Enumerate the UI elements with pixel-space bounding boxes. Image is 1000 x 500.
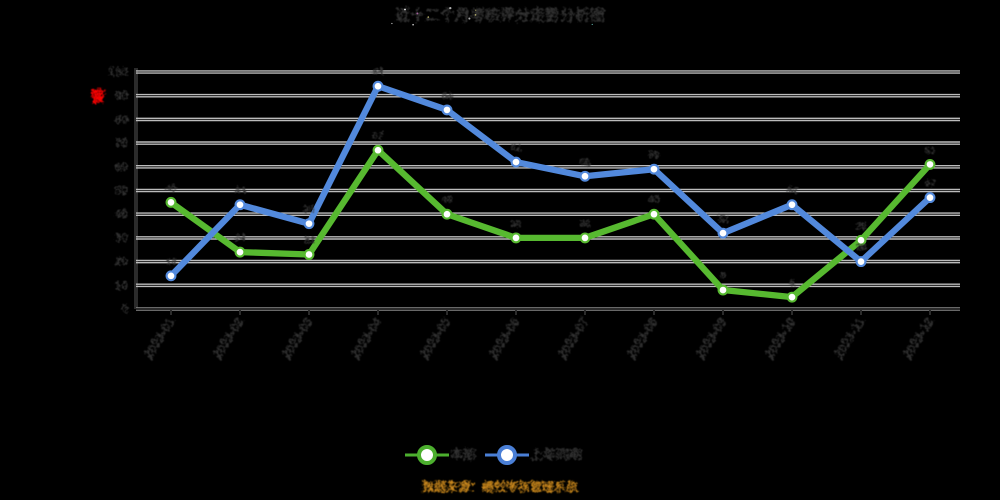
svg-text:50: 50 <box>115 184 129 198</box>
svg-text:44: 44 <box>234 186 246 197</box>
svg-text:29: 29 <box>855 221 867 232</box>
svg-text:44: 44 <box>786 186 798 197</box>
svg-text:56: 56 <box>579 157 591 168</box>
svg-text:30: 30 <box>579 219 591 230</box>
svg-text:本期: 本期 <box>450 447 476 462</box>
svg-text:24: 24 <box>234 233 246 244</box>
svg-text:90: 90 <box>115 89 129 103</box>
svg-text:67: 67 <box>372 131 384 142</box>
svg-text:36: 36 <box>303 205 315 216</box>
svg-text:8: 8 <box>720 271 726 282</box>
svg-text:70: 70 <box>115 136 129 150</box>
svg-text:40: 40 <box>648 195 660 206</box>
svg-text:20: 20 <box>115 255 129 269</box>
svg-text:100: 100 <box>108 65 128 79</box>
svg-text:62: 62 <box>510 143 522 154</box>
svg-text:84: 84 <box>441 91 453 102</box>
svg-text:30: 30 <box>510 219 522 230</box>
svg-text:警: 警 <box>89 88 105 106</box>
svg-text:10: 10 <box>115 278 129 292</box>
svg-text:80: 80 <box>115 112 129 126</box>
svg-text:5: 5 <box>789 278 795 289</box>
svg-text:40: 40 <box>441 195 453 206</box>
svg-text:40: 40 <box>115 207 129 221</box>
svg-text:94: 94 <box>372 67 384 78</box>
svg-text:45: 45 <box>165 183 177 194</box>
svg-text:近十二个月考核评分走势分析图: 近十二个月考核评分走势分析图 <box>395 6 605 24</box>
svg-text:0: 0 <box>121 302 128 316</box>
svg-text:59: 59 <box>648 150 660 161</box>
svg-text:数据来源：绩效考核管理系统: 数据来源：绩效考核管理系统 <box>422 479 578 494</box>
svg-text:上年同期: 上年同期 <box>530 447 582 462</box>
svg-text:60: 60 <box>115 160 129 174</box>
svg-text:23: 23 <box>303 235 315 246</box>
svg-text:47: 47 <box>924 179 936 190</box>
svg-text:61: 61 <box>924 145 936 156</box>
svg-text:14: 14 <box>165 257 177 268</box>
svg-text:30: 30 <box>115 231 129 245</box>
svg-text:20: 20 <box>855 243 867 254</box>
svg-text:32: 32 <box>717 214 729 225</box>
